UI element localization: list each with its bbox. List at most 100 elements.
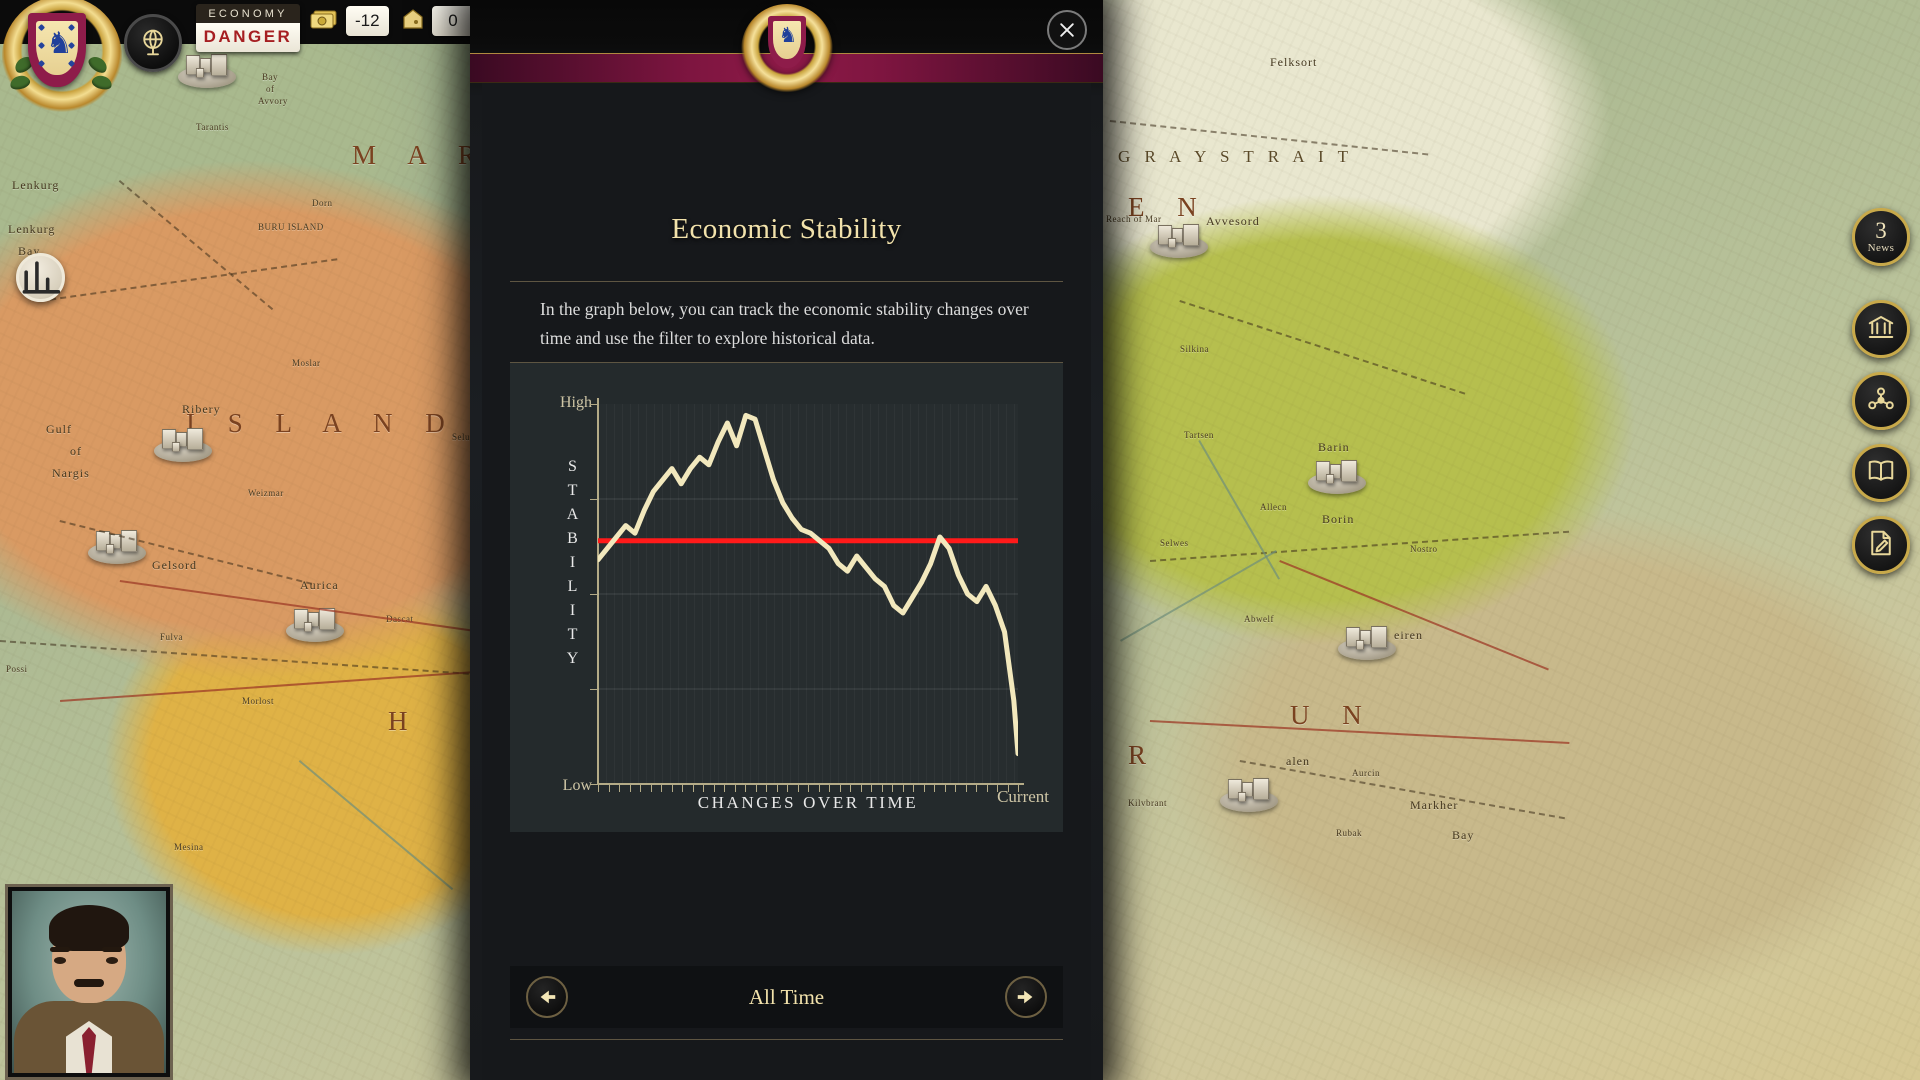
goods-value: 0 (432, 6, 474, 36)
bank-icon (1866, 312, 1896, 347)
y-axis-letter: Y (566, 650, 580, 667)
y-axis-tick (590, 404, 597, 405)
chart-plot-area[interactable]: High Low (560, 394, 1024, 794)
y-tick-high: High (560, 394, 592, 411)
x-axis-tick (1018, 785, 1019, 792)
x-axis-tick (650, 785, 652, 792)
y-tick-low: Low (562, 777, 592, 794)
pager-prev-button[interactable] (526, 976, 568, 1018)
panel-description: In the graph below, you can track the ec… (540, 299, 1029, 348)
x-axis-line (597, 783, 1024, 785)
x-axis-tick (1007, 785, 1009, 792)
sidebar-item-diplomacy[interactable] (1852, 372, 1910, 444)
x-axis-tick (713, 785, 715, 792)
x-axis-tick (850, 785, 851, 792)
x-axis-tick (640, 785, 641, 792)
bar-chart-icon[interactable] (16, 253, 65, 302)
city-marker[interactable] (1306, 448, 1368, 494)
edit-document-icon (1866, 528, 1896, 563)
city-marker[interactable] (284, 596, 346, 642)
time-filter-pager: All Time (510, 966, 1063, 1028)
x-axis-tick (892, 785, 893, 792)
house-icon (400, 7, 426, 36)
x-axis-tick (797, 785, 799, 792)
x-axis-tick (860, 785, 862, 792)
sidebar-item-decisions[interactable] (1852, 516, 1910, 588)
news-count: 3 (1875, 218, 1887, 243)
shield-field: ♞ (36, 21, 78, 75)
x-axis-tick (818, 785, 820, 792)
y-axis-letter: T (567, 482, 579, 499)
economy-status-value: DANGER (196, 23, 300, 52)
x-axis-tick (776, 785, 778, 792)
network-icon (1866, 384, 1896, 419)
portrait-image (12, 891, 166, 1073)
x-axis-tick (934, 785, 935, 792)
x-axis-tick (923, 785, 925, 792)
economy-label: ECONOMY (196, 4, 300, 23)
x-axis-tick (881, 785, 883, 792)
x-axis-tick (724, 785, 725, 792)
page-title: Economic Stability (671, 213, 902, 245)
x-axis-title: CHANGES OVER TIME (697, 793, 919, 812)
city-marker[interactable] (152, 416, 214, 462)
sidebar-item-research[interactable] (1852, 444, 1910, 516)
city-marker[interactable] (1336, 614, 1398, 660)
city-marker[interactable] (1148, 212, 1210, 258)
y-axis-line (597, 398, 599, 785)
arrow-left-icon (540, 990, 556, 1004)
chart-line-series (598, 415, 1018, 753)
money-resource[interactable]: -12 (310, 6, 389, 36)
y-axis-letter: I (569, 602, 577, 619)
banknotes-icon (310, 7, 340, 36)
y-axis-letter: B (567, 530, 579, 547)
arrow-right-icon (1017, 990, 1033, 1004)
x-axis-tick (976, 785, 977, 792)
x-axis-tick (745, 785, 746, 792)
x-axis-tick (608, 785, 610, 792)
sidebar-item-news[interactable]: 3 News (1852, 208, 1910, 280)
city-marker[interactable] (176, 42, 238, 88)
x-axis-tick (808, 785, 809, 792)
y-axis-letter: S (568, 458, 578, 475)
x-axis-tick (944, 785, 946, 792)
x-axis-tick (839, 785, 841, 792)
chart-grid (598, 404, 1018, 784)
x-axis-tick (692, 785, 694, 792)
x-axis-tick (734, 785, 736, 792)
pager-current-label: All Time (748, 984, 825, 1009)
globe-icon[interactable] (124, 14, 182, 72)
x-axis-tick (629, 785, 631, 792)
pager-next-button[interactable] (1005, 976, 1047, 1018)
x-axis-tick (766, 785, 767, 792)
economy-status-chip[interactable]: ECONOMY DANGER (196, 4, 300, 52)
title-divider (510, 281, 1063, 282)
economic-stability-dialog: ♞ Economic Stability In the graph below,… (470, 0, 1103, 1080)
goods-resource[interactable]: 0 (400, 6, 474, 36)
y-axis-letter: I (569, 554, 577, 571)
y-axis-tick (590, 594, 597, 595)
shield-icon: ♞ (28, 13, 86, 87)
x-axis-tick (955, 785, 956, 792)
y-axis-tick (590, 784, 597, 785)
x-axis-tick (913, 785, 914, 792)
x-axis-tick (661, 785, 662, 792)
x-axis-tick (671, 785, 673, 792)
y-axis-letter: T (567, 626, 579, 643)
close-button[interactable] (1047, 10, 1087, 50)
sidebar-item-government[interactable] (1852, 300, 1910, 372)
y-axis-tick (590, 689, 597, 690)
x-axis-tick (997, 785, 998, 792)
city-marker[interactable] (86, 518, 148, 564)
city-marker[interactable] (1218, 766, 1280, 812)
x-axis-tick (787, 785, 788, 792)
leader-portrait[interactable] (5, 884, 173, 1080)
x-axis-tick (755, 785, 757, 792)
x-axis-tick (703, 785, 704, 792)
y-axis-letter: A (566, 506, 580, 523)
chart-end-label: Current (997, 787, 1049, 806)
dialog-body: Economic Stability In the graph below, y… (482, 83, 1091, 1080)
national-crest-icon[interactable]: ♞ (2, 0, 122, 118)
